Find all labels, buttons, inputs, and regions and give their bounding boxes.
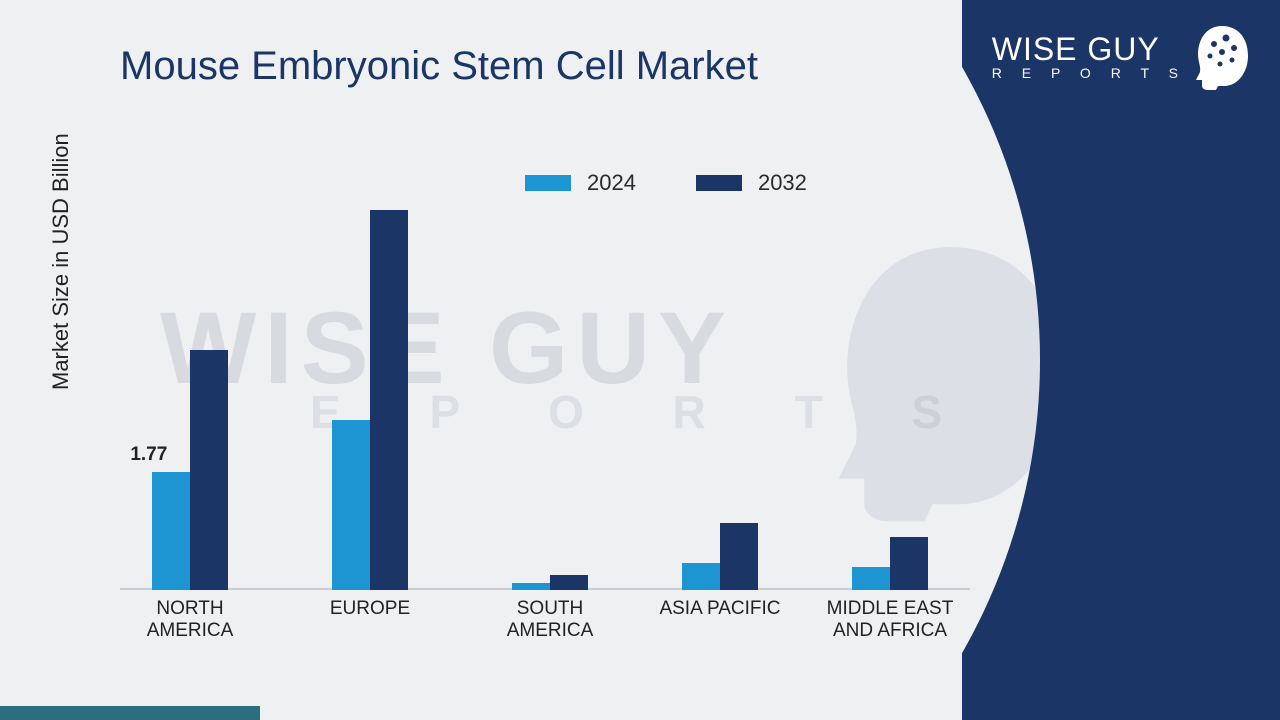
bar-2032 (370, 210, 408, 590)
category-label: MIDDLE EAST AND AFRICA (820, 598, 960, 642)
bar-group: 1.77NORTH AMERICA (130, 350, 250, 590)
infographic-stage: WISE GUY R E P O R T S WISE GUY R E P O … (0, 0, 1280, 720)
bottom-accent-strip (0, 706, 260, 720)
legend-swatch-2032 (696, 175, 742, 191)
legend-swatch-2024 (525, 175, 571, 191)
y-axis-label: Market Size in USD Billion (48, 133, 74, 390)
category-label: ASIA PACIFIC (650, 598, 790, 620)
logo-line1: WISE GUY (992, 34, 1186, 64)
category-label: EUROPE (300, 598, 440, 620)
bar-2024: 1.77 (152, 472, 190, 590)
bar-chart: 1.77NORTH AMERICA EUROPE SOUTH AMERICA ASIA… (110, 190, 970, 590)
bar-2032 (190, 350, 228, 590)
bar-2032 (550, 575, 588, 590)
bar-group: MIDDLE EAST AND AFRICA (830, 537, 950, 590)
logo-brain-head-icon (1192, 22, 1252, 92)
bar-2024 (852, 567, 890, 590)
category-label: NORTH AMERICA (120, 598, 260, 642)
bar-group: EUROPE (310, 210, 430, 590)
category-label: SOUTH AMERICA (480, 598, 620, 642)
chart-title: Mouse Embryonic Stem Cell Market (120, 44, 758, 89)
bar-group: SOUTH AMERICA (490, 575, 610, 590)
bar-value-label: 1.77 (130, 444, 167, 466)
bar-2024 (332, 420, 370, 590)
brand-logo: WISE GUY R E P O R T S (992, 22, 1252, 92)
bar-2032 (720, 523, 758, 590)
bar-2032 (890, 537, 928, 590)
bar-2024 (512, 583, 550, 590)
plot-area: 1.77NORTH AMERICA EUROPE SOUTH AMERICA ASIA… (120, 190, 970, 590)
logo-line2: R E P O R T S (992, 67, 1186, 80)
bar-group: ASIA PACIFIC (660, 523, 780, 590)
bar-2024 (682, 563, 720, 590)
